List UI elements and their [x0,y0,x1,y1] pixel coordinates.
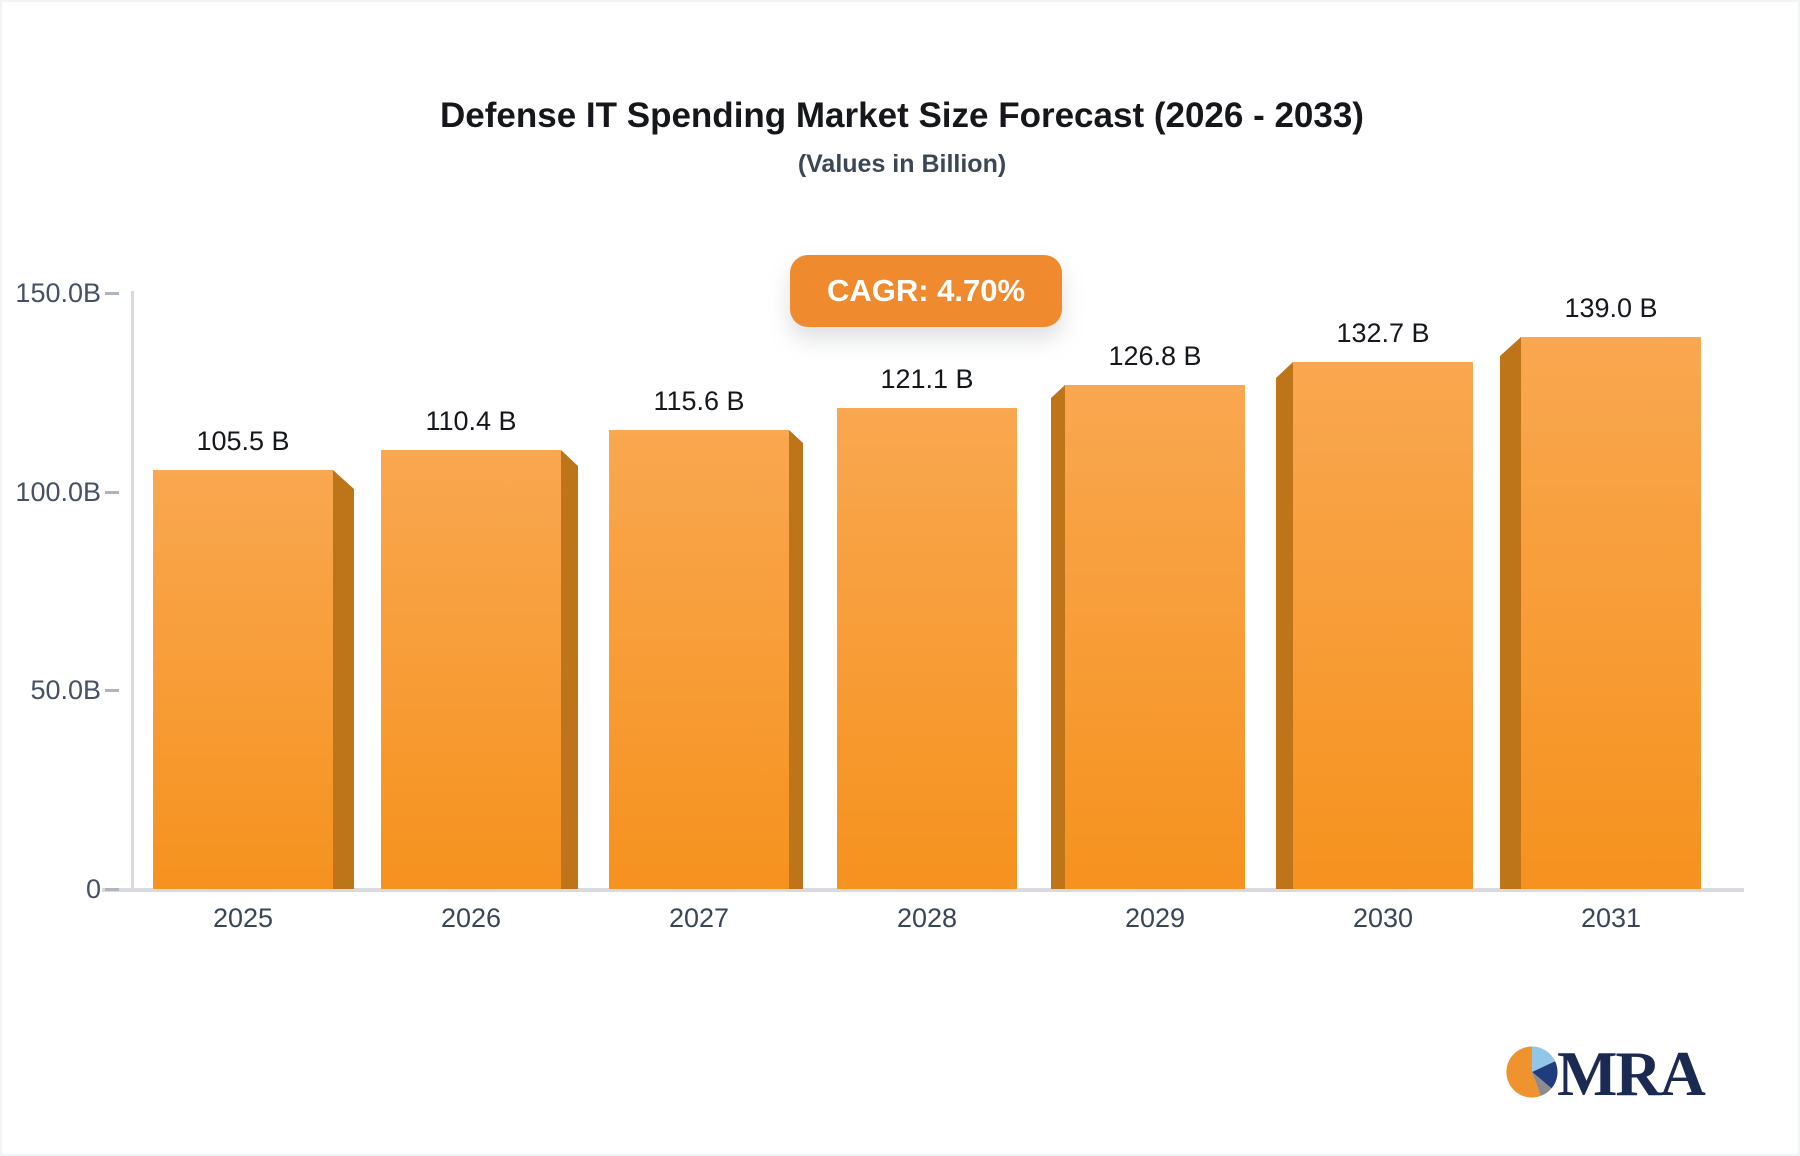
x-axis-label: 2029 [1124,903,1186,933]
cagr-badge: CAGR: 4.70% [790,255,1062,327]
y-tick-label: 150.0B [15,278,101,308]
chart-title: Defense IT Spending Market Size Forecast… [440,96,1364,135]
bar [1065,385,1245,889]
y-tick-mark [105,490,119,494]
bar [609,430,789,889]
y-tick-mark [105,292,119,295]
bar-value-label: 132.7 B [1336,318,1430,348]
bar [153,470,333,889]
logo-pie-slice-lightblue [1532,1046,1556,1072]
y-tick-label: 50.0B [30,675,101,706]
bar-value-label: 110.4 B [425,406,517,436]
bar [1521,337,1701,889]
logo-pie-slice-gray [1532,1072,1552,1096]
bar [381,450,561,889]
bar-side-face [1051,385,1065,889]
bar-side-face [1276,362,1293,889]
bar-side-face [333,470,354,889]
x-axis-label: 2027 [668,903,730,933]
bar-side-face [561,450,578,889]
x-axis-label: 2025 [212,903,274,933]
bar-side-face [789,430,803,889]
x-axis-label: 2030 [1352,903,1414,933]
bar-value-label: 115.6 B [653,386,745,416]
logo-text: MRA [1557,1038,1706,1109]
bar [837,408,1017,889]
x-axis-label: 2026 [440,903,502,933]
bar [1293,362,1473,889]
logo-pie-slice-orange [1506,1046,1541,1098]
x-axis-line [102,888,1744,892]
x-axis-label: 2031 [1580,903,1642,933]
y-tick-mark [105,689,119,693]
bar-value-label: 105.5 B [196,426,290,456]
y-axis-line [131,291,134,891]
bar-value-label: 121.1 B [880,364,974,394]
x-axis-label: 2028 [896,903,958,933]
logo-pie-slice-navy [1532,1061,1558,1089]
y-tick-label: 100.0B [15,476,101,507]
chart-subtitle: (Values in Billion) [797,150,1007,178]
y-tick-mark [105,888,119,891]
bar-value-label: 139.0 B [1564,293,1658,323]
y-tick-label: 0 [85,874,101,904]
pie-chart-logo-icon [1506,1046,1558,1098]
mra-logo: MRA [1505,1042,1745,1112]
bar-side-face [1500,337,1521,889]
bar-value-label: 126.8 B [1108,341,1202,371]
